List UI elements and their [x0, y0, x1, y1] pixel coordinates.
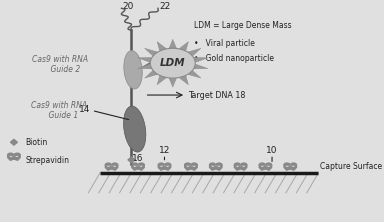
Polygon shape — [145, 48, 157, 56]
Polygon shape — [185, 163, 191, 165]
Text: LDM = Large Dense Mass: LDM = Large Dense Mass — [194, 21, 292, 30]
Polygon shape — [194, 64, 208, 69]
Text: 16: 16 — [132, 154, 144, 163]
Polygon shape — [8, 153, 14, 155]
Text: Strepavidin: Strepavidin — [25, 157, 70, 165]
Text: Capture Surface: Capture Surface — [320, 162, 382, 171]
Polygon shape — [157, 76, 166, 85]
Text: •   Viral particle: • Viral particle — [194, 39, 255, 48]
Polygon shape — [216, 163, 222, 165]
Polygon shape — [112, 163, 118, 165]
Polygon shape — [191, 163, 197, 165]
Text: •   Gold nanoparticle: • Gold nanoparticle — [194, 54, 274, 63]
Polygon shape — [132, 165, 144, 170]
Polygon shape — [210, 165, 222, 170]
Polygon shape — [132, 163, 138, 165]
Text: 12: 12 — [159, 146, 170, 155]
Polygon shape — [259, 165, 271, 170]
Polygon shape — [234, 163, 240, 165]
Text: Cas9 with RNA
    Guide 2: Cas9 with RNA Guide 2 — [32, 55, 88, 74]
Polygon shape — [169, 39, 176, 48]
Polygon shape — [157, 42, 166, 51]
Polygon shape — [259, 163, 265, 165]
Polygon shape — [8, 155, 20, 160]
Text: Target DNA 18: Target DNA 18 — [188, 91, 245, 99]
Polygon shape — [185, 165, 197, 170]
Polygon shape — [284, 165, 296, 170]
Polygon shape — [158, 165, 170, 170]
Text: 22: 22 — [159, 2, 170, 11]
Polygon shape — [234, 165, 247, 170]
Polygon shape — [138, 163, 144, 165]
Polygon shape — [179, 76, 189, 85]
Ellipse shape — [124, 106, 146, 152]
Text: 20: 20 — [122, 2, 134, 11]
Polygon shape — [169, 78, 176, 87]
Polygon shape — [145, 71, 157, 78]
Polygon shape — [179, 42, 189, 51]
Polygon shape — [241, 163, 247, 165]
Polygon shape — [284, 163, 290, 165]
Polygon shape — [105, 163, 111, 165]
Polygon shape — [14, 153, 20, 155]
Polygon shape — [128, 157, 135, 163]
Circle shape — [150, 48, 195, 78]
Polygon shape — [105, 165, 118, 170]
Text: 10: 10 — [266, 146, 278, 155]
Polygon shape — [209, 163, 215, 165]
Polygon shape — [158, 163, 164, 165]
Polygon shape — [194, 57, 208, 62]
Text: Cas9 with RNA
    Guide 1: Cas9 with RNA Guide 1 — [31, 101, 87, 120]
Text: 14: 14 — [79, 105, 90, 113]
Polygon shape — [10, 139, 17, 145]
Text: Biotin: Biotin — [25, 138, 48, 147]
Polygon shape — [165, 163, 171, 165]
Ellipse shape — [124, 51, 142, 89]
Polygon shape — [138, 64, 151, 69]
Polygon shape — [266, 163, 272, 165]
Polygon shape — [138, 57, 151, 62]
Polygon shape — [188, 71, 201, 78]
Polygon shape — [188, 48, 201, 56]
Text: LDM: LDM — [160, 58, 185, 68]
Polygon shape — [290, 163, 296, 165]
